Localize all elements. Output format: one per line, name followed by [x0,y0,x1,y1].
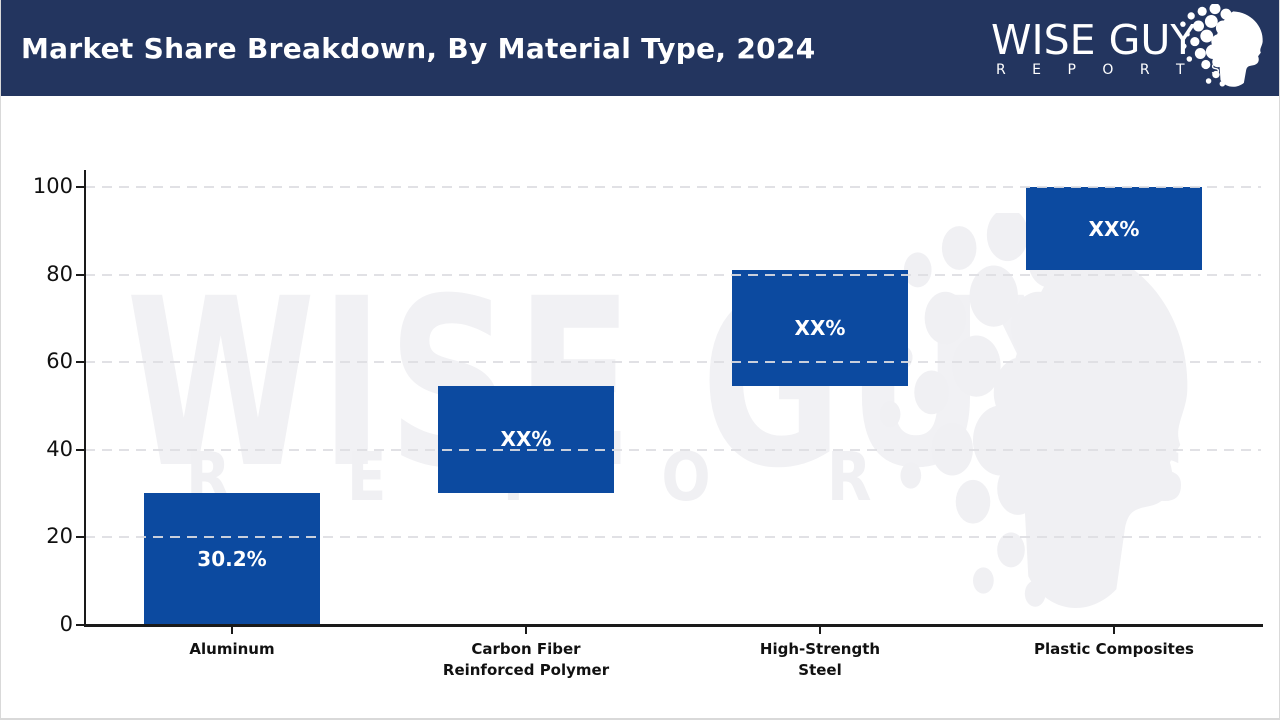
y-tick-60 [76,361,84,364]
x-tick-1 [525,627,527,634]
category-label-1: Carbon Fiber Reinforced Polymer [376,639,676,681]
category-label-3: Plastic Composites [964,639,1264,660]
y-tick-label-100: 100 [32,174,73,198]
category-label-line: Carbon Fiber [471,640,581,658]
category-label-2: High-Strength Steel [670,639,970,681]
category-label-line: Steel [798,661,842,679]
category-label-0: Aluminum [82,639,382,660]
bar-value-label: XX% [794,316,846,341]
y-tick-label-40: 40 [46,436,73,461]
bar-aluminum: 30.2% [144,492,320,625]
bar-value-label: 30.2% [197,546,267,571]
brand-name: WISE GUY [991,16,1196,64]
y-axis-line [84,170,86,627]
gridline-60 [85,361,1261,364]
bar-high-strength: XX% [732,270,908,387]
x-tick-2 [819,627,821,634]
bar-value-label: XX% [1088,216,1140,241]
brand-logo: WISE GUY R E P O R T S [991,0,1279,96]
category-label-line: Reinforced Polymer [442,661,610,679]
gridline-80 [85,273,1261,276]
y-tick-label-80: 80 [46,261,73,286]
x-axis-line [84,624,1263,627]
gridline-40 [85,448,1261,451]
gridline-100 [85,186,1261,188]
y-tick-label-60: 60 [46,349,73,374]
page-title: Market Share Breakdown, By Material Type… [21,31,816,65]
brand-subtitle: R E P O R T S [996,62,1231,78]
bar-plastic-composites: XX% [1026,187,1202,271]
category-label-line: Plastic Composites [1034,640,1194,658]
y-tick-40 [76,448,84,451]
category-label-line: Aluminum [189,640,275,658]
brand-head-icon [1180,4,1263,87]
x-tick-0 [231,627,233,634]
y-tick-label-20: 20 [46,524,73,549]
category-label-line: High-Strength [759,640,881,658]
header-bar: Market Share Breakdown, By Material Type… [1,0,1279,96]
y-tick-0 [76,624,84,626]
gridline-20 [85,536,1261,539]
x-tick-3 [1113,627,1115,634]
y-tick-20 [76,536,84,539]
watermark-head-dots-icon [876,213,1188,608]
y-tick-100 [76,186,84,188]
y-tick-80 [76,273,84,276]
bar-carbon-fiber: XX% [438,386,614,493]
bar-value-label: XX% [500,427,552,452]
y-tick-label-0: 0 [59,612,73,636]
